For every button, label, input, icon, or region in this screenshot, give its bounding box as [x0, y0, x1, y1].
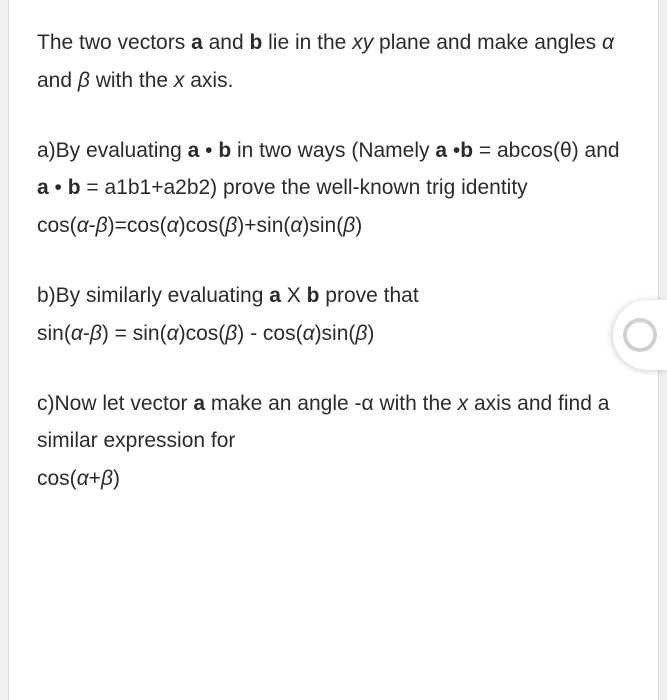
circle-outline-icon	[623, 318, 657, 352]
part-c: c)Now let vector a make an angle -α with…	[37, 385, 630, 498]
question-card: The two vectors a and b lie in the xy pl…	[8, 0, 659, 700]
part-a: a)By evaluating a • b in two ways (Namel…	[37, 132, 630, 245]
part-b: b)By similarly evaluating a X b prove th…	[37, 277, 630, 353]
intro-paragraph: The two vectors a and b lie in the xy pl…	[37, 24, 630, 100]
